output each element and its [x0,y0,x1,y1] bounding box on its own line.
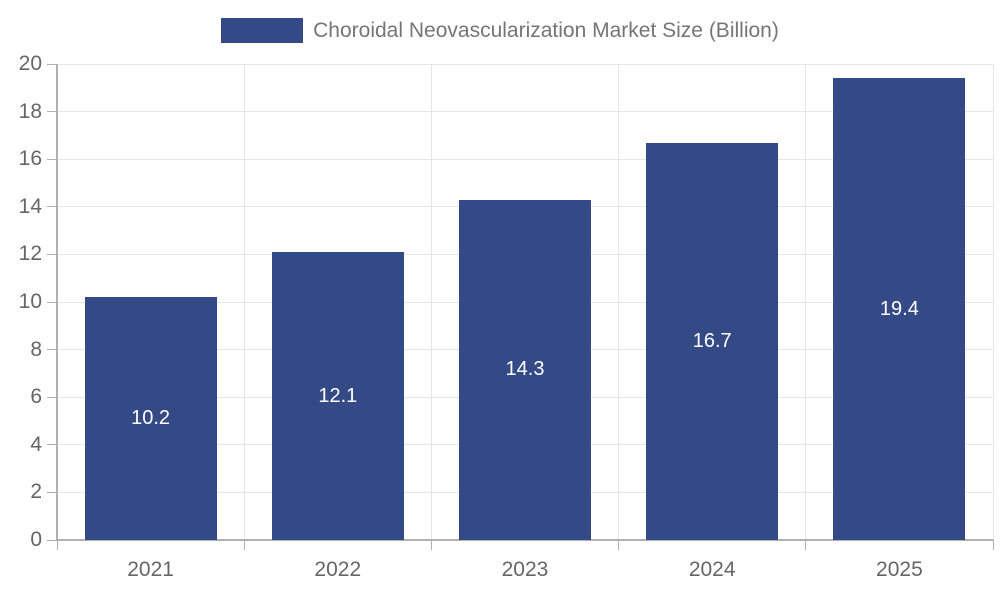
gridline-vertical [243,64,245,540]
bar-value-label: 12.1 [318,384,358,407]
gridline-vertical [618,64,620,540]
legend-item[interactable]: Choroidal Neovascularization Market Size… [221,18,779,43]
gridline-vertical [805,64,807,540]
bar-value-label: 14.3 [505,358,545,381]
bar-2023: 14.3 [459,199,591,540]
gridline-horizontal [57,63,993,65]
x-axis-category-label: 2022 [314,558,362,581]
y-axis-tick-label: 6 [30,385,42,409]
gridline-vertical [992,64,994,540]
y-axis-tick [47,301,57,303]
legend-label: Choroidal Neovascularization Market Size… [313,18,779,42]
x-axis-tick [992,540,994,550]
x-axis-line [57,539,993,541]
bar-value-label: 19.4 [879,297,919,320]
legend-swatch-icon [221,18,304,43]
y-axis-tick-label: 10 [18,290,42,313]
y-axis-tick-label: 18 [18,99,42,123]
y-axis-tick-label: 4 [30,432,42,456]
y-axis-tick [47,349,57,351]
x-axis-category-label: 2025 [876,558,923,581]
x-axis-tick [805,540,807,550]
y-axis-tick [47,63,57,65]
x-axis-tick [430,540,432,550]
y-axis-tick [47,253,57,255]
x-axis-tick [618,540,620,550]
y-axis-tick [47,111,57,113]
bar-2022: 12.1 [271,252,404,540]
gridline-vertical [430,64,432,540]
y-axis-tick [47,158,57,160]
y-axis-tick [47,206,57,208]
y-axis-tick [47,539,57,541]
y-axis-tick [47,396,57,398]
bar-2025: 19.4 [833,78,966,540]
y-axis-tick-label: 2 [30,480,42,504]
y-axis-tick-label: 12 [18,242,42,266]
gridline-horizontal [57,158,993,160]
gridline-horizontal [57,111,993,113]
y-axis-line [56,64,58,540]
y-axis-tick-label: 20 [18,52,42,75]
x-axis-category-label: 2021 [127,558,174,581]
y-axis-tick-label: 8 [30,337,42,361]
y-axis-tick [47,491,57,493]
y-axis-tick-label: 16 [18,147,42,171]
bar-2021: 10.2 [84,297,217,540]
legend: Choroidal Neovascularization Market Size… [0,18,1000,43]
y-axis-tick-label: 0 [30,528,42,551]
x-axis-category-label: 2023 [501,558,549,581]
x-axis-tick [56,540,58,550]
x-axis-tick [243,540,245,550]
y-axis-tick [47,444,57,446]
x-axis-category-label: 2024 [688,558,736,581]
y-axis-tick-label: 14 [18,194,42,218]
bar-value-label: 16.7 [692,329,732,352]
bar-2024: 16.7 [646,142,779,540]
bar-value-label: 10.2 [131,407,171,430]
